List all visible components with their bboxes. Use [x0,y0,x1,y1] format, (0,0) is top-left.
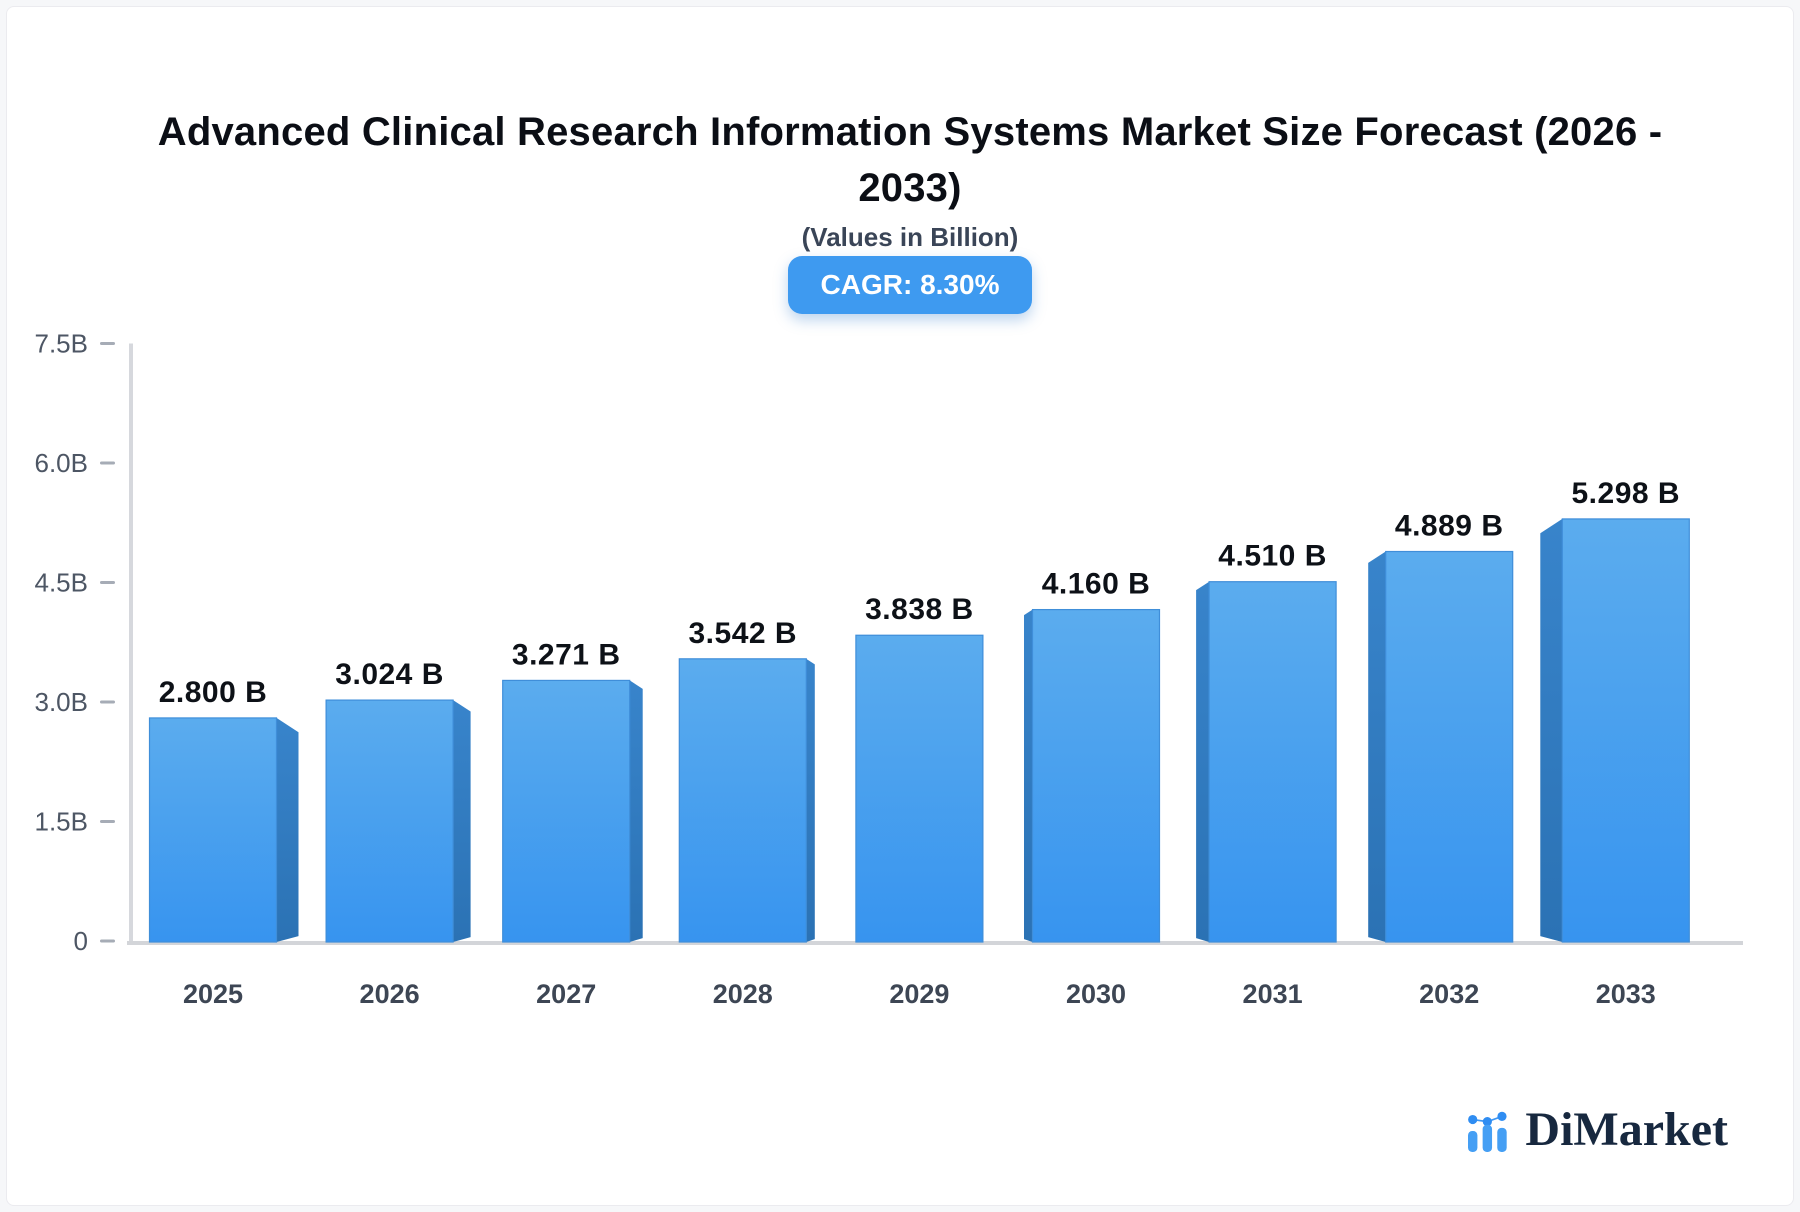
bar-value-label: 4.160 B [1042,568,1151,601]
cagr-badge: CAGR: 8.30% [787,256,1033,314]
bar-side-face [1024,609,1033,942]
chart-title: Advanced Clinical Research Information S… [100,104,1720,216]
bar-value-label: 3.542 B [689,617,798,650]
bar-side-face [1196,581,1210,942]
y-axis-tick [100,461,115,465]
x-axis-label: 2026 [360,979,420,1009]
x-axis-label: 2027 [536,979,596,1009]
y-axis-tick [100,700,115,704]
bar-value-label: 2.800 B [159,676,268,709]
y-axis-label: 4.5B [35,568,89,598]
bar-side-face [1368,551,1386,942]
chart-title-line2: 2033) [858,166,962,210]
bar-2030[interactable] [1031,608,1161,943]
y-axis-line [129,343,133,941]
bar-value-label: 3.838 B [865,593,974,626]
bar-2032[interactable] [1385,550,1514,943]
y-axis-tick [100,581,115,584]
bar-2033[interactable] [1561,518,1690,943]
y-axis-label: 3.0B [35,687,89,717]
bar-2028[interactable] [678,658,807,943]
y-axis-tick [100,342,115,345]
bar-side-face [276,717,299,942]
bar-chart-logo-icon [1468,1111,1508,1152]
bar-value-label: 3.024 B [335,658,444,691]
bar-side-face [629,680,643,942]
bar-value-label: 5.298 B [1572,477,1681,510]
cagr-badge-row: CAGR: 8.30% [100,256,1720,314]
bar-2029[interactable] [855,634,984,943]
y-axis-tick [100,939,115,943]
bar-2031[interactable] [1208,581,1337,943]
x-axis-label: 2030 [1066,979,1126,1009]
y-axis-label: 6.0B [35,448,89,478]
bar-2026[interactable] [325,699,454,943]
chart-title-line1: Advanced Clinical Research Information S… [157,110,1663,154]
x-axis-label: 2025 [183,979,243,1009]
x-axis-label: 2029 [889,979,949,1009]
dimarket-logo-text: DiMarket [1525,1103,1728,1156]
x-axis-baseline [127,941,1743,945]
bar-side-face [453,700,471,942]
bar-value-label: 3.271 B [512,638,621,671]
bar-2027[interactable] [502,679,631,943]
bar-side-face [1540,518,1563,942]
y-axis-label: 1.5B [35,807,89,837]
x-axis-label: 2032 [1419,979,1479,1009]
y-axis-tick [100,820,115,823]
bar-2025[interactable] [148,717,278,943]
x-axis-label: 2033 [1596,979,1656,1009]
bar-value-label: 4.889 B [1395,510,1504,543]
x-axis-label: 2031 [1243,979,1303,1009]
y-axis-label: 7.5B [35,329,89,359]
chart-subtitle: (Values in Billion) [801,222,1019,252]
dimarket-logo: DiMarket [1468,1103,1728,1156]
y-axis-label: 0 [74,926,88,956]
bar-side-face [806,658,815,942]
x-axis-label: 2028 [713,979,773,1009]
bar-value-label: 4.510 B [1218,540,1327,573]
